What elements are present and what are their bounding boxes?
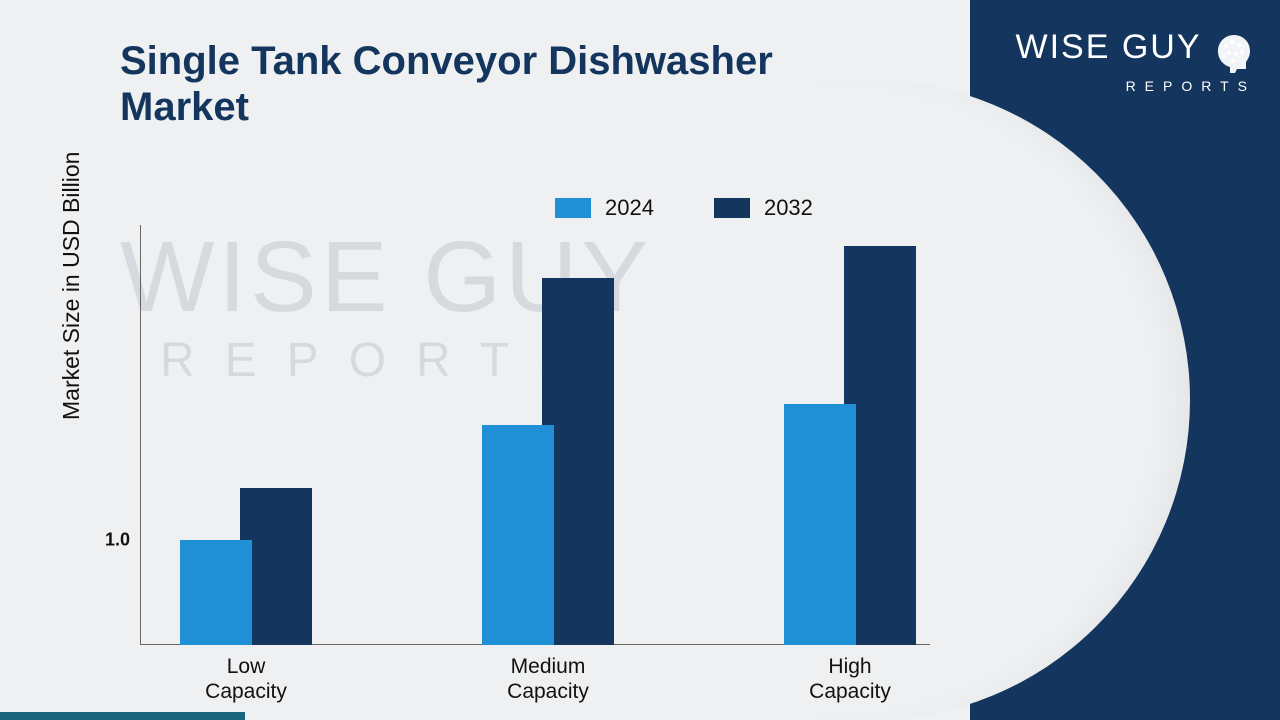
legend-swatch-2024 <box>555 198 591 218</box>
legend-swatch-2032 <box>714 198 750 218</box>
brand-sub: REPORTS <box>1016 78 1256 94</box>
brand-main: WISE GUY <box>1016 28 1202 66</box>
legend-item-2024: 2024 <box>555 195 654 221</box>
plot-area: 1.0 <box>140 225 930 645</box>
bar-2024-0 <box>180 540 252 645</box>
x-tick-label-1: Medium Capacity <box>507 654 589 704</box>
legend: 2024 2032 <box>555 195 813 221</box>
y-tick-1: 1.0 <box>105 530 130 551</box>
x-axis-labels: Low Capacity Medium Capacity High Capacity <box>140 648 930 708</box>
x-tick-label-0: Low Capacity <box>205 654 287 704</box>
brand-logo: WISE GUY REPORTS <box>1016 28 1256 94</box>
legend-label-2024: 2024 <box>605 195 654 221</box>
legend-label-2032: 2032 <box>764 195 813 221</box>
chart-title: Single Tank Conveyor Dishwasher Market <box>120 38 840 130</box>
bar-2024-1 <box>482 425 554 646</box>
bottom-accent-bar <box>0 712 245 720</box>
bar-2024-2 <box>784 404 856 646</box>
y-axis-line <box>140 225 141 645</box>
brand-head-icon <box>1212 32 1256 76</box>
y-axis-label: Market Size in USD Billion <box>58 152 85 420</box>
chart-canvas: WISE GUY REPORTS Single Tank Conveyor Di… <box>0 0 1280 720</box>
x-tick-label-2: High Capacity <box>809 654 891 704</box>
legend-item-2032: 2032 <box>714 195 813 221</box>
